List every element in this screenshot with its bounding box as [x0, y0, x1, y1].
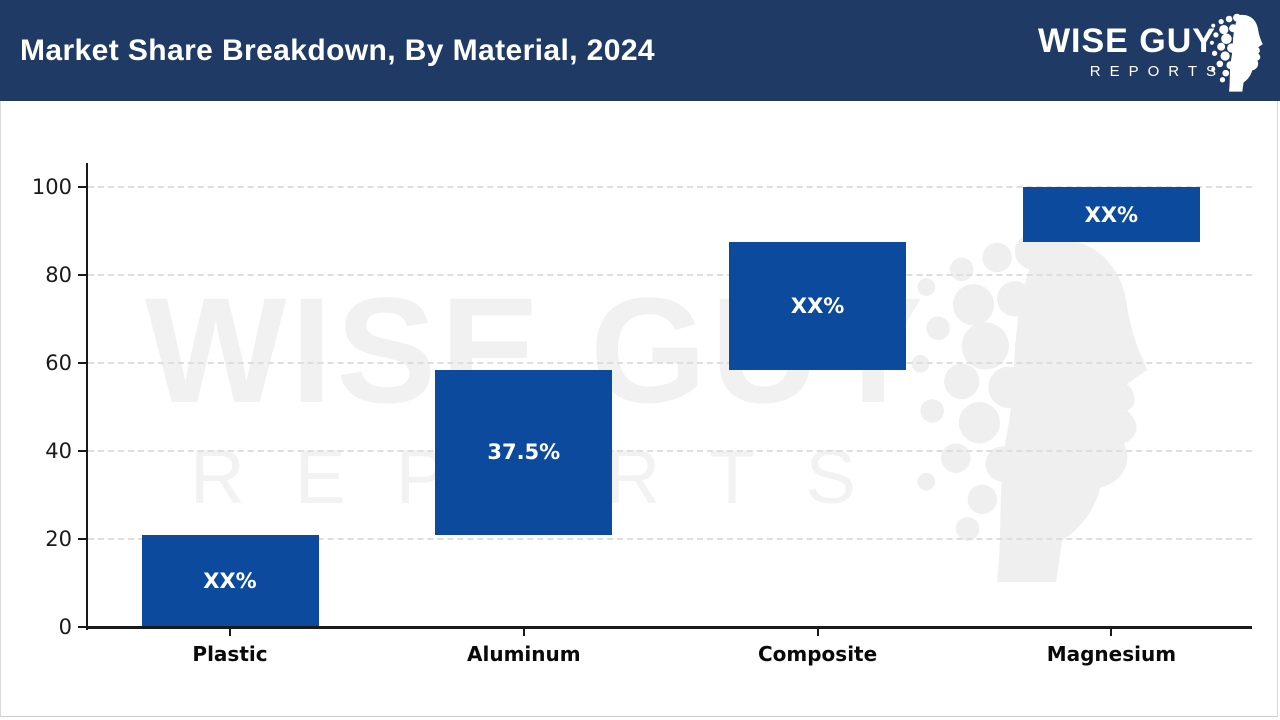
y-tick-mark-20 [78, 538, 86, 540]
x-tick-mark-composite [816, 629, 819, 636]
x-tick-label-plastic: Plastic [192, 642, 268, 666]
bar-composite [729, 242, 907, 370]
y-tick-label-40: 40 [45, 439, 72, 463]
y-axis [86, 163, 88, 630]
y-tick-label-80: 80 [45, 263, 72, 287]
x-tick-mark-plastic [229, 629, 231, 636]
watermark-face-icon [885, 228, 1180, 583]
wiseguy-face-icon [1209, 13, 1263, 92]
gridline-40 [88, 450, 1252, 452]
y-tick-label-0: 0 [58, 615, 72, 639]
y-tick-mark-40 [78, 450, 86, 452]
header-band: Market Share Breakdown, By Material, 202… [0, 0, 1280, 101]
gridline-20 [88, 538, 1252, 540]
y-tick-label-60: 60 [45, 351, 72, 375]
gridline-80 [88, 274, 1252, 276]
bar-value-label-magnesium: XX% [1084, 202, 1139, 227]
bar-value-label-composite: XX% [790, 293, 845, 318]
wiseguy-face-icon [911, 233, 1148, 583]
chart-title: Market Share Breakdown, By Material, 202… [20, 34, 656, 67]
y-tick-label-20: 20 [45, 527, 72, 551]
y-tick-label-100: 100 [31, 175, 72, 199]
bar-value-label-plastic: XX% [203, 568, 257, 593]
wiseguy-logo: WISE GUY REPORTS [1038, 6, 1270, 92]
bar-aluminum [435, 369, 613, 535]
x-tick-label-composite: Composite [757, 642, 878, 666]
wiseguy-logo-line1: WISE GUY [1037, 22, 1216, 60]
wiseguy-logo-line2: REPORTS [1089, 63, 1225, 80]
x-tick-mark-aluminum [522, 629, 525, 636]
x-tick-label-magnesium: Magnesium [1046, 642, 1177, 666]
x-tick-mark-magnesium [1110, 629, 1113, 636]
y-tick-mark-0 [78, 626, 86, 628]
y-tick-mark-80 [78, 274, 86, 276]
x-axis [86, 626, 1252, 629]
x-tick-label-aluminum: Aluminum [467, 642, 581, 666]
y-tick-mark-60 [78, 362, 86, 364]
bar-plastic [141, 534, 319, 627]
gridline-100 [88, 186, 1252, 188]
wiseguy-logo-text: WISE GUY REPORTS [1038, 24, 1216, 80]
y-tick-mark-100 [78, 186, 86, 188]
gridline-60 [88, 362, 1252, 364]
bar-value-label-aluminum: 37.5% [487, 440, 561, 465]
bar-magnesium [1022, 187, 1200, 242]
